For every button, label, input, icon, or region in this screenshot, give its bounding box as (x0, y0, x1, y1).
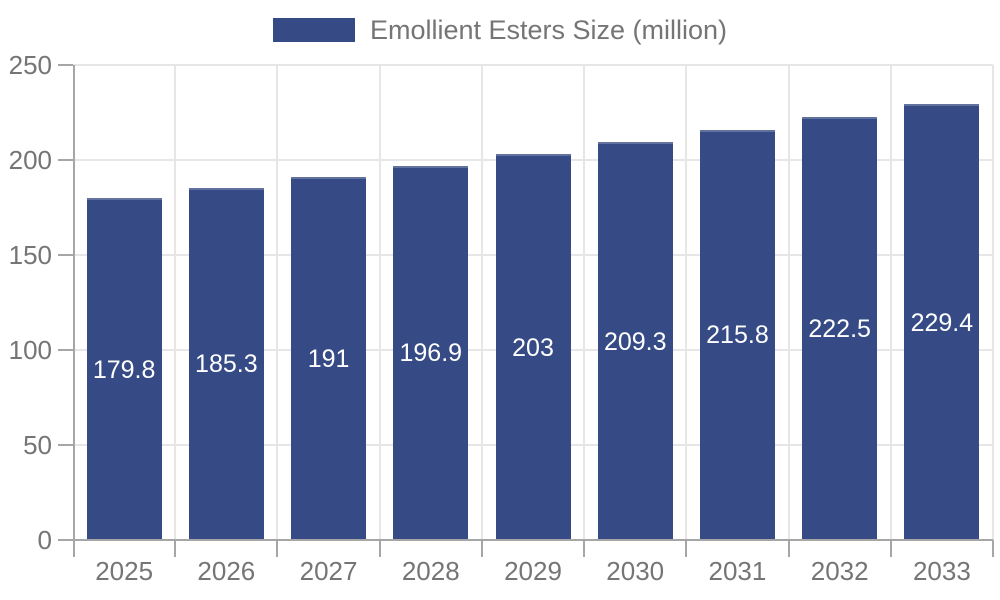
x-axis-tick (787, 540, 790, 557)
y-axis-tick (58, 349, 73, 351)
y-axis-tick (58, 444, 73, 446)
y-tick-label: 50 (23, 430, 52, 460)
x-tick-label: 2030 (606, 556, 665, 586)
bar-2027[interactable]: 191 (291, 177, 367, 540)
bar-2025[interactable]: 179.8 (86, 198, 162, 540)
gridline-vertical (174, 65, 177, 540)
y-axis-tick (58, 159, 73, 161)
legend-swatch (272, 18, 355, 42)
x-axis-tick (174, 540, 177, 557)
gridline-vertical (378, 65, 381, 540)
x-tick-label: 2033 (912, 556, 971, 586)
bar-value-label: 209.3 (603, 327, 667, 356)
x-axis-tick (378, 540, 381, 557)
x-axis-tick (276, 540, 279, 557)
bar-2030[interactable]: 209.3 (597, 142, 673, 540)
bar-2026[interactable]: 185.3 (188, 187, 264, 540)
x-axis-tick (889, 540, 892, 557)
bar-2029[interactable]: 203 (495, 154, 571, 540)
y-axis-tick (58, 64, 73, 66)
bar-2032[interactable]: 222.5 (802, 117, 878, 540)
x-tick-label: 2031 (708, 556, 767, 586)
y-axis-tick (58, 254, 73, 256)
gridline-vertical (480, 65, 483, 540)
y-tick-label: 150 (8, 240, 52, 270)
x-axis-tick (480, 540, 483, 557)
bar-2028[interactable]: 196.9 (393, 165, 469, 540)
gridline-vertical (583, 65, 586, 540)
gridline-vertical (889, 65, 892, 540)
bar-value-label: 179.8 (92, 355, 156, 384)
x-tick-label: 2026 (197, 556, 256, 586)
x-axis-tick (685, 540, 688, 557)
legend[interactable]: Emollient Esters Size (million) (0, 12, 1000, 48)
y-tick-label: 200 (8, 145, 52, 175)
gridline-vertical (787, 65, 790, 540)
x-tick-label: 2032 (810, 556, 869, 586)
legend-label: Emollient Esters Size (million) (369, 15, 728, 45)
x-tick-label: 2029 (504, 556, 562, 586)
gridline-vertical (992, 65, 994, 540)
x-axis-tick (992, 540, 994, 557)
bar-2031[interactable]: 215.8 (699, 129, 775, 540)
bar-value-label: 196.9 (399, 339, 463, 368)
x-tick-label: 2027 (299, 556, 358, 586)
bar-value-label: 185.3 (195, 350, 258, 379)
gridline-vertical (276, 65, 279, 540)
bar-value-label: 191 (307, 345, 350, 374)
y-tick-label: 100 (8, 335, 52, 365)
y-axis-line (73, 65, 75, 557)
x-tick-label: 2028 (401, 556, 460, 586)
y-tick-label: 0 (37, 525, 52, 555)
x-axis-line (58, 539, 993, 541)
bar-value-label: 229.4 (910, 308, 974, 337)
gridline-horizontal (73, 64, 993, 66)
bar-value-label: 222.5 (808, 315, 871, 344)
bar-value-label: 203 (512, 333, 554, 362)
x-tick-label: 2025 (95, 556, 154, 586)
bar-2033[interactable]: 229.4 (904, 104, 980, 540)
y-tick-label: 250 (8, 50, 52, 80)
bar-value-label: 215.8 (706, 321, 769, 350)
gridline-vertical (685, 65, 688, 540)
x-axis-tick (583, 540, 586, 557)
